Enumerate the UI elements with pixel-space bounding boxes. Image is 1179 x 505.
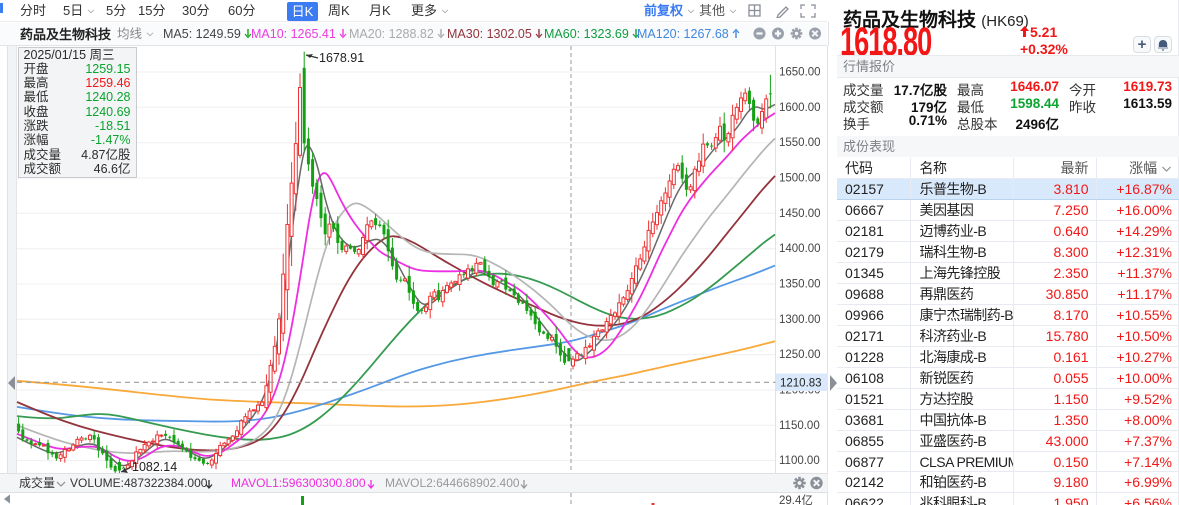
svg-text:1082.14: 1082.14 — [132, 460, 177, 474]
svg-text:VOLUME:487322384.000: VOLUME:487322384.000 — [70, 476, 208, 490]
svg-text:成交量: 成交量 — [19, 475, 55, 490]
svg-text:1500.00: 1500.00 — [779, 173, 821, 185]
svg-text:1550.00: 1550.00 — [779, 137, 821, 149]
svg-text:MAVOL2:644668902.400: MAVOL2:644668902.400 — [385, 476, 520, 490]
svg-text:1300.00: 1300.00 — [779, 314, 821, 326]
svg-text:1400.00: 1400.00 — [779, 243, 821, 255]
svg-text:MAVOL1:596300300.800: MAVOL1:596300300.800 — [231, 476, 366, 490]
svg-text:1678.91: 1678.91 — [319, 51, 364, 65]
svg-text:1210.83: 1210.83 — [780, 378, 822, 390]
svg-text:1100.00: 1100.00 — [779, 455, 820, 467]
svg-text:1250.00: 1250.00 — [779, 349, 821, 361]
svg-text:1450.00: 1450.00 — [779, 208, 821, 220]
svg-text:1650.00: 1650.00 — [779, 67, 821, 79]
svg-text:1600.00: 1600.00 — [779, 102, 821, 114]
svg-text:1150.00: 1150.00 — [779, 420, 820, 432]
svg-text:1350.00: 1350.00 — [779, 279, 821, 291]
svg-text:29.4亿: 29.4亿 — [779, 494, 813, 505]
